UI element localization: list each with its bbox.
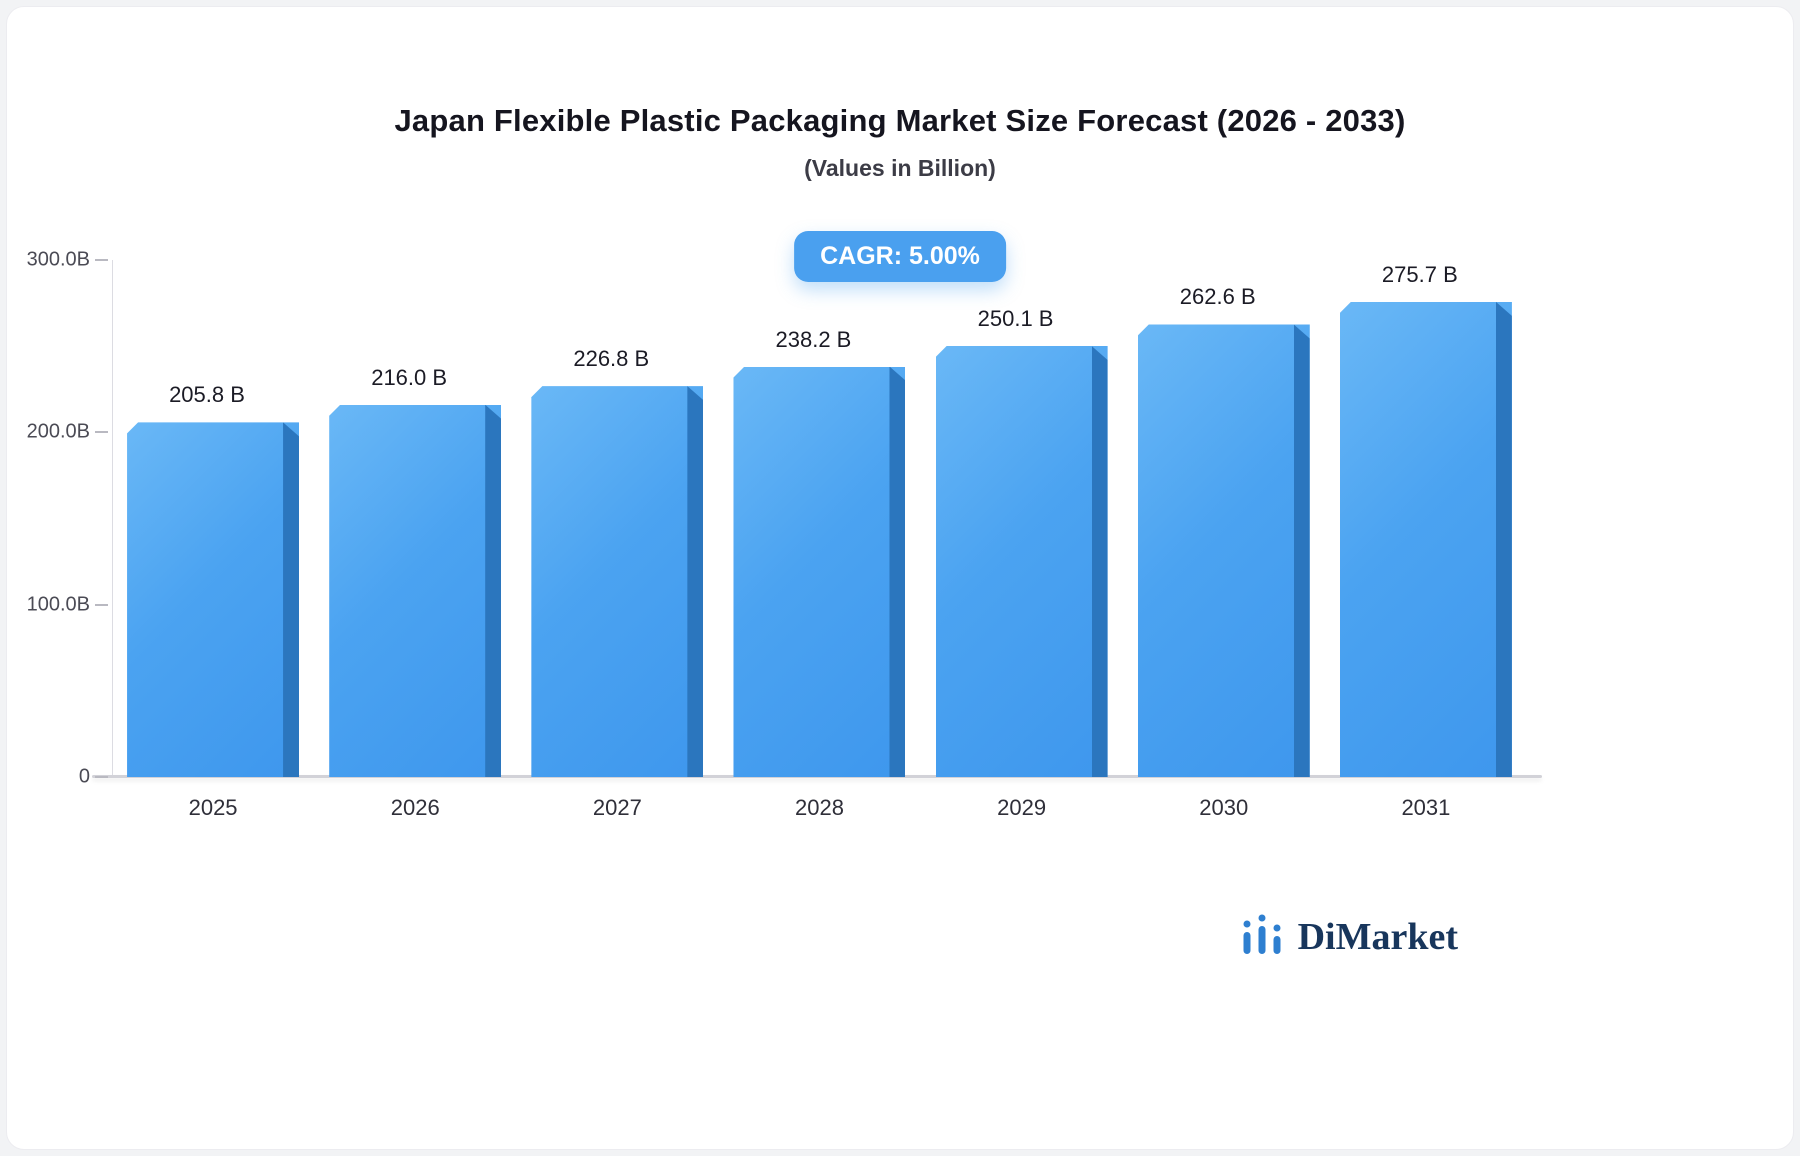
- bar-slot-2026: 216.0 B 2026: [314, 260, 516, 820]
- bar-value-label-2027: 226.8 B: [573, 346, 650, 372]
- bar-slot-2030: 262.6 B 2030: [1123, 260, 1325, 820]
- y-tick-label-100: 100.0B: [26, 593, 90, 616]
- dimarket-logo: DiMarket: [1240, 910, 1458, 956]
- y-tick-mark-300: [95, 259, 108, 261]
- bar-value-label-2028: 238.2 B: [775, 326, 852, 352]
- y-tick-label-300: 300.0B: [26, 248, 90, 271]
- bar-value-label-2031: 275.7 B: [1381, 261, 1458, 287]
- x-axis-label-2031: 2031: [1401, 795, 1451, 820]
- bar-value-label-2025: 205.8 B: [169, 382, 245, 408]
- x-axis-label-2027: 2027: [592, 795, 642, 820]
- bar-2028[interactable]: [733, 366, 906, 777]
- y-tick-mark-200: [95, 431, 108, 434]
- y-axis-line: [112, 260, 113, 777]
- y-tick-label-200: 200.0B: [26, 420, 90, 443]
- bar-2025[interactable]: [127, 422, 300, 777]
- x-axis-label-2026: 2026: [390, 795, 440, 820]
- bar-slot-2028: 238.2 B 2028: [718, 260, 920, 820]
- chart-title: Japan Flexible Plastic Packaging Market …: [394, 103, 1406, 138]
- bar-chart-plot-area: 0 100.0B 200.0B 300.0B 205.8 B 2025 216.0 B 202…: [27, 249, 1542, 820]
- dimarket-logo-icon: [1243, 914, 1281, 954]
- x-axis-label-2025: 2025: [188, 795, 238, 820]
- bar-2029[interactable]: [935, 346, 1108, 777]
- chart-subtitle: (Values in Billion): [804, 155, 996, 181]
- bar-2026[interactable]: [329, 404, 502, 777]
- x-axis-label-2030: 2030: [1199, 795, 1249, 820]
- dimarket-logo-text: DiMarket: [1297, 916, 1458, 958]
- y-tick-mark-0: [95, 776, 108, 778]
- bar-value-label-2026: 216.0 B: [371, 364, 448, 390]
- bar-2027[interactable]: [531, 386, 704, 777]
- cagr-badge: CAGR: 5.00%: [794, 231, 1006, 282]
- y-tick-mark-100: [95, 603, 108, 606]
- bar-slot-2025: 205.8 B 2025: [112, 260, 314, 820]
- bar-slot-2027: 226.8 B 2027: [516, 260, 718, 820]
- bar-value-label-2029: 250.1 B: [977, 306, 1054, 331]
- bar-slot-2029: 250.1 B 2029: [921, 260, 1123, 820]
- x-axis-label-2028: 2028: [795, 795, 844, 820]
- bar-slot-2031: 275.7 B 2031: [1325, 260, 1527, 820]
- chart-card: Japan Flexible Plastic Packaging Market …: [6, 6, 1794, 1150]
- bar-2031[interactable]: [1339, 301, 1512, 777]
- y-tick-label-0: 0: [78, 765, 90, 788]
- x-axis-label-2029: 2029: [997, 795, 1047, 820]
- bar-value-label-2030: 262.6 B: [1179, 284, 1256, 310]
- bar-2030[interactable]: [1137, 324, 1310, 777]
